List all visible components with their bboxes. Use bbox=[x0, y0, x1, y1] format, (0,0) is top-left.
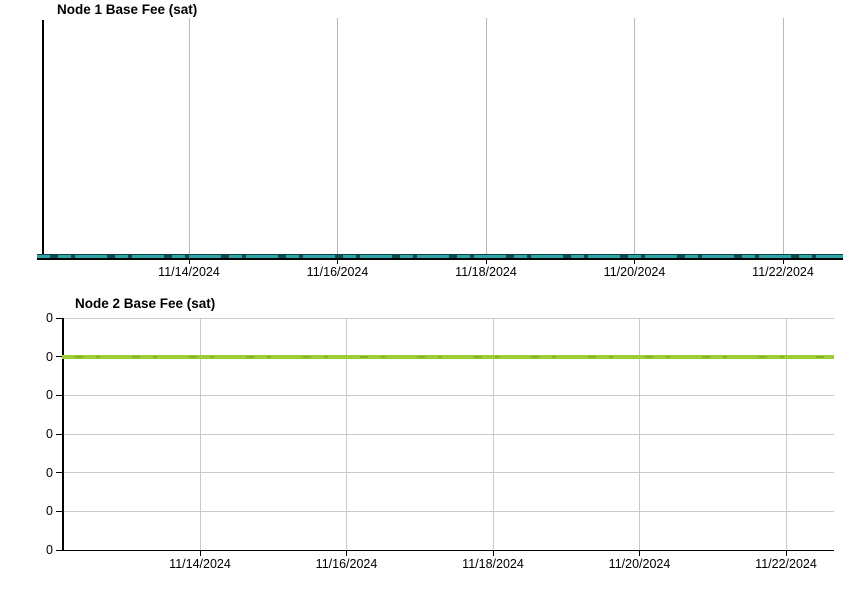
x-axis bbox=[62, 549, 834, 551]
x-tick-label: 11/18/2024 bbox=[462, 557, 524, 571]
y-axis bbox=[62, 318, 64, 550]
y-tick-mark bbox=[56, 472, 62, 474]
y-tick-label: 0 bbox=[46, 504, 53, 519]
y-tick-mark bbox=[56, 317, 62, 319]
series-markers bbox=[36, 254, 843, 258]
x-tick-mark bbox=[199, 550, 201, 556]
x-tick-label: 11/22/2024 bbox=[755, 557, 817, 571]
x-tick-mark bbox=[492, 550, 494, 556]
y-axis bbox=[42, 20, 44, 258]
y-tick-label: 0 bbox=[46, 465, 53, 480]
y-tick-label: 0 bbox=[46, 388, 53, 403]
x-tick-mark bbox=[785, 550, 787, 556]
x-tick-label: 11/16/2024 bbox=[315, 557, 378, 571]
x-tick-label: 11/16/2024 bbox=[306, 265, 369, 279]
y-gridline bbox=[62, 510, 834, 512]
series-line bbox=[62, 355, 834, 359]
series-markers bbox=[62, 355, 834, 358]
y-tick-mark bbox=[56, 356, 62, 358]
y-gridline bbox=[62, 472, 834, 474]
x-tick-label: 11/18/2024 bbox=[455, 265, 517, 279]
y-tick-mark bbox=[56, 433, 62, 435]
y-tick-mark bbox=[56, 510, 62, 512]
x-tick-mark bbox=[337, 258, 338, 264]
y-gridline bbox=[62, 394, 834, 396]
x-gridline bbox=[188, 18, 190, 258]
y-gridline bbox=[62, 317, 834, 319]
node2-chart-title: Node 2 Base Fee (sat) bbox=[75, 296, 216, 311]
series-line bbox=[36, 253, 843, 260]
x-tick-mark bbox=[188, 258, 190, 264]
x-tick-mark bbox=[634, 258, 635, 264]
x-tick-mark bbox=[485, 258, 487, 264]
y-tick-label: 0 bbox=[46, 311, 53, 325]
x-tick-label: 11/20/2024 bbox=[608, 557, 671, 571]
x-tick-mark bbox=[782, 258, 784, 264]
x-gridline bbox=[782, 18, 784, 258]
y-tick-mark bbox=[56, 394, 62, 396]
y-tick-mark bbox=[56, 549, 62, 551]
x-tick-label: 11/20/2024 bbox=[603, 265, 666, 279]
x-tick-mark bbox=[639, 550, 640, 556]
y-tick-label: 0 bbox=[46, 543, 53, 557]
x-tick-label: 11/14/2024 bbox=[169, 557, 231, 571]
x-gridline bbox=[485, 18, 487, 258]
x-gridline bbox=[634, 18, 635, 258]
x-gridline bbox=[337, 18, 338, 258]
x-tick-label: 11/14/2024 bbox=[158, 265, 220, 279]
x-tick-label: 11/22/2024 bbox=[752, 265, 814, 279]
y-tick-label: 0 bbox=[46, 427, 53, 441]
y-tick-label: 0 bbox=[46, 349, 53, 364]
x-tick-mark bbox=[346, 550, 347, 556]
y-gridline bbox=[62, 433, 834, 435]
node1-chart-title: Node 1 Base Fee (sat) bbox=[57, 2, 198, 17]
